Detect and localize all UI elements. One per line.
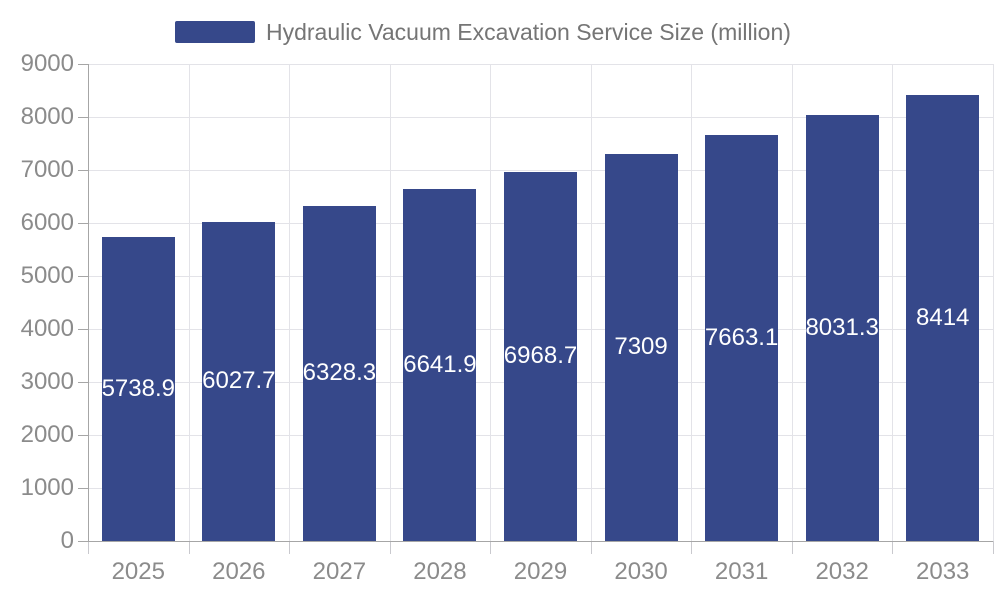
bar-2029[interactable] <box>504 171 577 541</box>
legend-label: Hydraulic Vacuum Excavation Service Size… <box>266 18 791 45</box>
y-gridline <box>88 117 993 118</box>
x-gridline <box>791 64 793 541</box>
bar-2033[interactable] <box>906 95 980 541</box>
legend-swatch <box>175 21 255 43</box>
y-gridline <box>88 64 993 65</box>
x-axis-tick <box>188 541 190 554</box>
x-gridline <box>892 64 894 541</box>
x-axis-label: 2028 <box>413 558 467 585</box>
x-axis-tick <box>791 541 793 554</box>
x-axis-label: 2029 <box>513 558 568 585</box>
y-axis-label: 0 <box>60 527 74 554</box>
y-axis-tick <box>78 64 88 65</box>
y-axis-tick <box>78 488 88 489</box>
y-axis-line <box>88 64 89 542</box>
x-axis-tick <box>993 541 994 554</box>
x-axis-label: 2027 <box>312 558 367 585</box>
bar-2026[interactable] <box>202 221 276 541</box>
x-axis-tick <box>490 541 492 554</box>
y-axis-tick <box>78 435 88 436</box>
bar-2027[interactable] <box>302 205 376 541</box>
y-axis-tick <box>78 223 88 224</box>
x-gridline <box>289 64 291 541</box>
x-axis-tick <box>389 541 391 554</box>
x-gridline <box>993 64 994 541</box>
y-axis-label: 3000 <box>20 368 74 395</box>
x-gridline <box>490 64 492 541</box>
y-axis-tick <box>78 117 88 118</box>
x-axis-tick <box>691 541 693 554</box>
x-axis-label: 2026 <box>212 558 266 585</box>
x-axis-label: 2032 <box>815 558 869 585</box>
bar-2032[interactable] <box>805 115 879 541</box>
x-axis-tick <box>88 541 89 554</box>
y-axis-tick <box>78 329 88 330</box>
x-axis-tick <box>892 541 894 554</box>
bar-2031[interactable] <box>705 134 779 541</box>
y-axis-tick <box>78 541 88 542</box>
y-axis-tick <box>78 170 88 171</box>
y-axis-label: 1000 <box>20 474 74 501</box>
x-axis-label: 2031 <box>714 558 769 585</box>
y-axis-label: 4000 <box>20 315 74 342</box>
y-axis-label: 2000 <box>20 421 74 448</box>
bar-2028[interactable] <box>403 188 477 541</box>
bar-2030[interactable] <box>604 153 678 541</box>
x-axis-label: 2030 <box>614 558 668 585</box>
x-gridline <box>188 64 190 541</box>
y-axis-label: 9000 <box>20 50 74 77</box>
y-axis-label: 8000 <box>20 103 74 130</box>
y-axis-tick <box>78 276 88 277</box>
legend-item[interactable]: Hydraulic Vacuum Excavation Service Size… <box>175 18 791 45</box>
y-axis-label: 5000 <box>20 262 74 289</box>
x-axis-tick <box>590 541 592 554</box>
x-gridline <box>691 64 693 541</box>
x-gridline <box>590 64 592 541</box>
y-axis-tick <box>78 382 88 383</box>
y-gridline <box>88 170 993 171</box>
y-axis-label: 6000 <box>20 209 74 236</box>
x-axis-label: 2025 <box>111 558 165 585</box>
x-axis-tick <box>289 541 291 554</box>
y-axis-label: 7000 <box>20 156 74 183</box>
bar-2025[interactable] <box>101 236 175 541</box>
x-axis-label: 2033 <box>916 558 970 585</box>
x-axis-line <box>88 541 993 542</box>
x-gridline <box>389 64 391 541</box>
